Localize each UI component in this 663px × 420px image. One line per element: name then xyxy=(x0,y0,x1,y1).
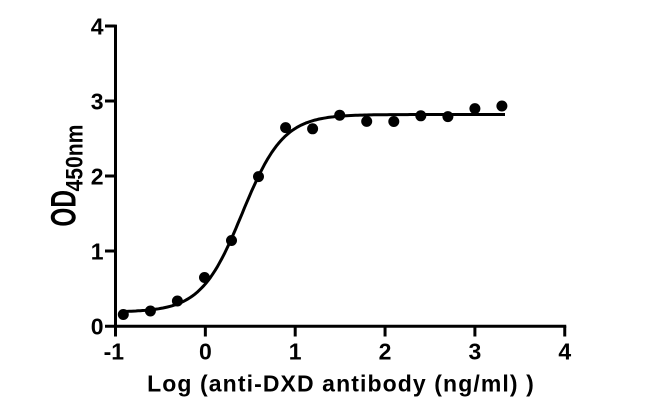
svg-text:1: 1 xyxy=(289,339,302,365)
svg-text:3: 3 xyxy=(469,339,482,365)
svg-text:0: 0 xyxy=(91,313,104,339)
svg-text:3: 3 xyxy=(91,88,104,114)
svg-text:OD: OD xyxy=(45,190,83,227)
svg-text:450nm: 450nm xyxy=(61,125,88,192)
svg-text:Log (anti-DXD antibody (ng/ml): Log (anti-DXD antibody (ng/ml) ) xyxy=(147,371,535,397)
svg-text:2: 2 xyxy=(91,163,104,189)
svg-text:4: 4 xyxy=(558,339,571,365)
svg-text:-1: -1 xyxy=(104,339,125,365)
svg-text:1: 1 xyxy=(91,238,104,264)
svg-text:2: 2 xyxy=(379,339,392,365)
svg-text:0: 0 xyxy=(199,339,212,365)
svg-text:4: 4 xyxy=(91,13,104,39)
